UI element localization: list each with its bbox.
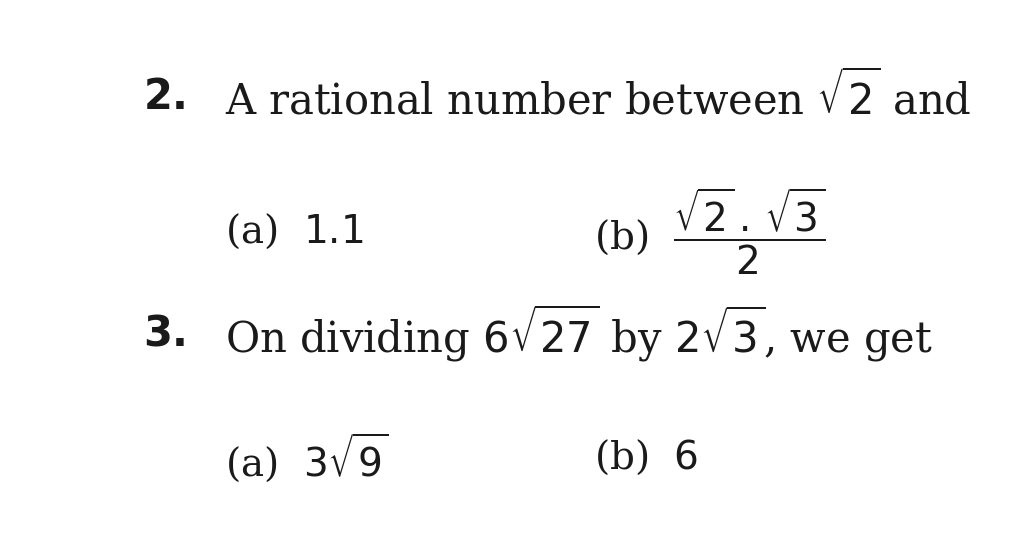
Text: (a)  $3\sqrt{9}$: (a) $3\sqrt{9}$ <box>225 430 389 484</box>
Text: (b)  $\dfrac{\sqrt{2}\,.\,\sqrt{3}}{2}$: (b) $\dfrac{\sqrt{2}\,.\,\sqrt{3}}{2}$ <box>594 186 825 277</box>
Text: $\mathbf{2.}$: $\mathbf{2.}$ <box>143 76 186 118</box>
Text: A rational number between $\sqrt{2}$ and: A rational number between $\sqrt{2}$ and <box>225 70 972 123</box>
Text: $\mathbf{3.}$: $\mathbf{3.}$ <box>143 313 186 355</box>
Text: On dividing $6\sqrt{27}$ by $2\sqrt{3}$, we get: On dividing $6\sqrt{27}$ by $2\sqrt{3}$,… <box>225 303 933 364</box>
Text: (b)  $6$: (b) $6$ <box>594 437 698 477</box>
Text: (a)  $1.1$: (a) $1.1$ <box>225 211 364 251</box>
